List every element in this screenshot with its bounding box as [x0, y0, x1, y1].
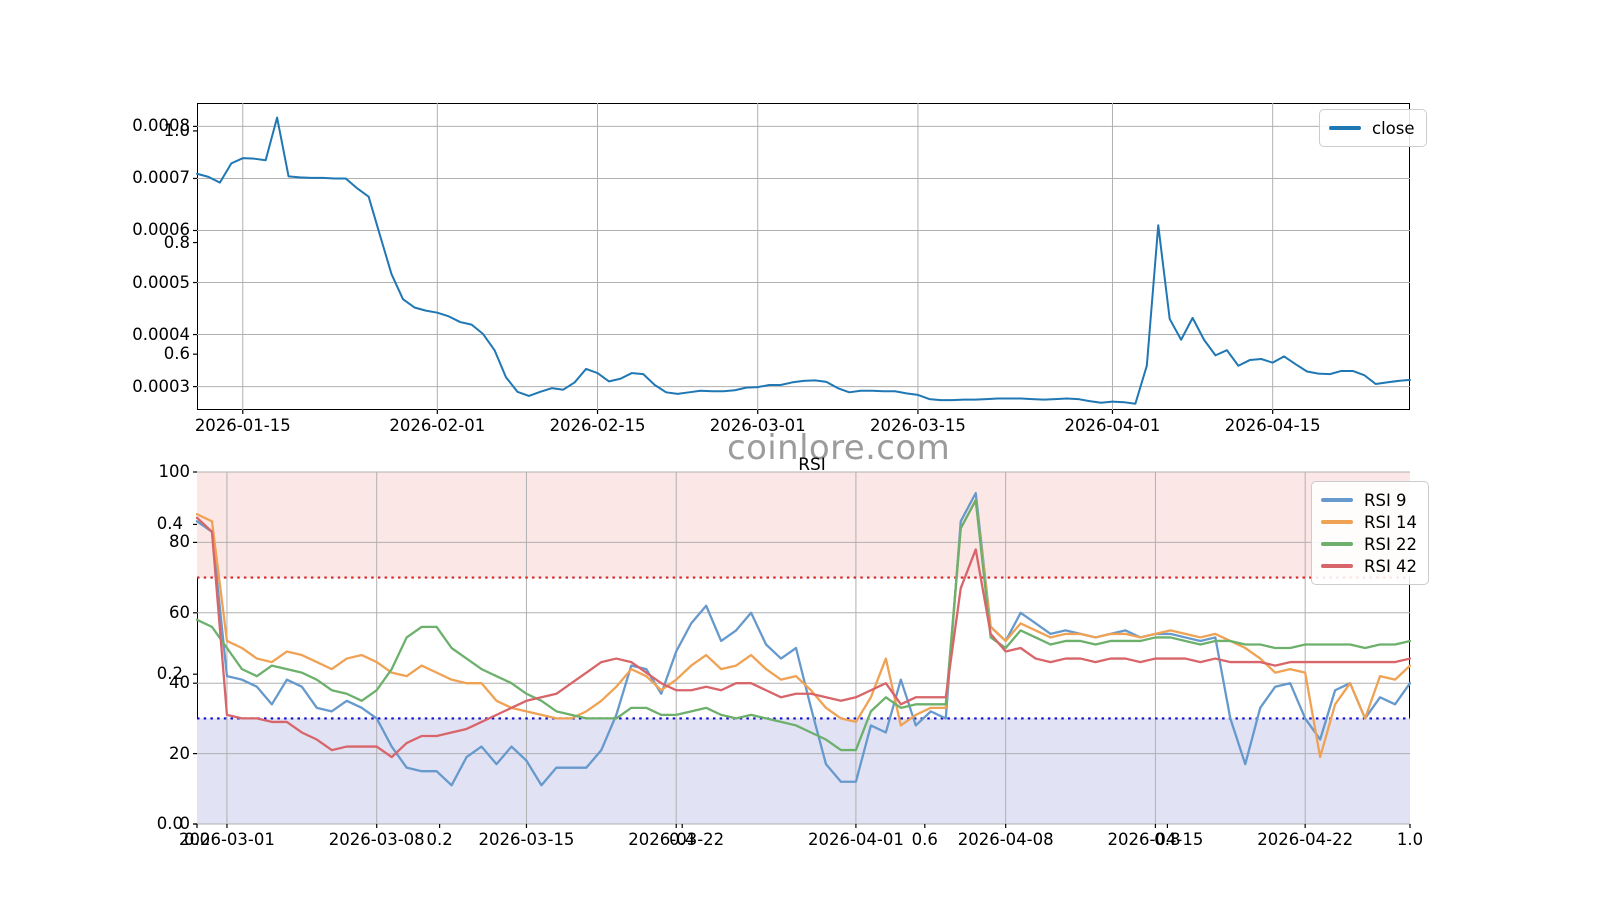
price-plot-canvas	[193, 103, 1411, 414]
price-xtick-label: 2026-02-01	[389, 416, 486, 435]
legend-rsi-item[interactable]: RSI 14	[1321, 511, 1417, 533]
legend-rsi-item[interactable]: RSI 9	[1321, 489, 1417, 511]
legend-swatch-icon	[1329, 126, 1361, 130]
price-xtick-label: 2026-04-15	[1224, 416, 1321, 435]
legend-label: close	[1372, 118, 1415, 138]
rsi-xtick-label: 2026-03-08	[328, 830, 425, 849]
price-ytick-secondary-label: 1.0	[163, 120, 190, 140]
rsi-ytick-label: 0	[179, 814, 191, 833]
legend-swatch-icon	[1321, 542, 1353, 546]
price-xtick-label: 2026-03-15	[869, 416, 966, 435]
legend-label: RSI 14	[1364, 512, 1418, 532]
rsi-xtick-secondary-label: 0.8	[1154, 830, 1181, 849]
rsi-chart-panel: RSI 100 80 60 40 20 0 0.4 0.2 0.0 2026-03-01 202…	[0, 440, 1600, 900]
rsi-ytick-label: 20	[169, 743, 190, 763]
legend-rsi-item[interactable]: RSI 22	[1321, 533, 1417, 555]
rsi-xtick-label: 2026-04-01	[807, 830, 904, 849]
rsi-ytick-label: 60	[169, 602, 190, 622]
price-xtick-label: 2026-01-15	[194, 416, 291, 435]
legend-close-item[interactable]: close	[1329, 117, 1415, 139]
rsi-ytick-secondary-label: 0.0	[156, 814, 183, 833]
rsi-xtick-label: 2026-04-15	[1107, 830, 1204, 849]
rsi-xtick-label: 2026-03-22	[628, 830, 725, 849]
price-plot-frame	[197, 103, 1410, 410]
price-ytick-label: 0.0008	[132, 116, 190, 136]
rsi-xtick-label: 2026-04-08	[957, 830, 1054, 849]
legend-label: RSI 22	[1364, 534, 1418, 554]
rsi-xtick-secondary-label: 0.6	[911, 830, 938, 849]
price-ytick-label: 0.0005	[132, 272, 190, 292]
price-ytick-secondary-label: 0.6	[163, 344, 190, 364]
rsi-ytick-secondary-label: 0.2	[156, 664, 183, 684]
legend-swatch-icon	[1321, 520, 1353, 524]
rsi-xtick-secondary-label: 0.4	[669, 830, 696, 849]
rsi-legend[interactable]: RSI 9 RSI 14 RSI 22 RSI 42	[1311, 481, 1430, 585]
rsi-xtick-label: 2026-03-15	[478, 830, 575, 849]
price-xtick-label: 2026-04-01	[1064, 416, 1161, 435]
legend-label: RSI 42	[1364, 556, 1418, 576]
rsi-ytick-label: 80	[169, 532, 190, 552]
rsi-xtick-secondary-label: 0.2	[426, 830, 453, 849]
price-legend[interactable]: close	[1319, 109, 1427, 147]
price-ytick-secondary-label: 0.8	[163, 232, 190, 252]
legend-swatch-icon	[1321, 498, 1353, 502]
price-ytick-label: 0.0006	[132, 220, 190, 240]
rsi-plot-canvas	[193, 471, 1412, 828]
price-chart-panel: 0.0008 0.0007 0.0006 0.0005 0.0004 0.0003 1.0…	[0, 0, 1600, 440]
price-xtick-label: 2026-02-15	[549, 416, 646, 435]
rsi-xtick-secondary-label: 1.0	[1396, 830, 1424, 849]
price-xtick-label: 2026-03-01	[709, 416, 806, 435]
rsi-xtick-secondary-label: 0.0	[183, 830, 211, 849]
price-ytick-label: 0.0004	[132, 324, 190, 344]
rsi-xtick-label: 2026-04-22	[1257, 830, 1354, 849]
legend-rsi-item[interactable]: RSI 42	[1321, 555, 1417, 577]
legend-swatch-icon	[1321, 564, 1353, 568]
rsi-ytick-label: 40	[169, 673, 190, 693]
rsi-ytick-label: 100	[158, 462, 191, 481]
price-ytick-label: 0.0007	[132, 168, 190, 188]
rsi-ytick-secondary-label: 0.4	[156, 514, 183, 534]
watermark-coinlore: coinlore.com	[727, 428, 951, 468]
price-ytick-label: 0.0003	[132, 376, 190, 396]
rsi-title: RSI	[798, 455, 826, 475]
legend-label: RSI 9	[1364, 490, 1407, 510]
rsi-xtick-label: 2026-03-01	[178, 830, 275, 849]
